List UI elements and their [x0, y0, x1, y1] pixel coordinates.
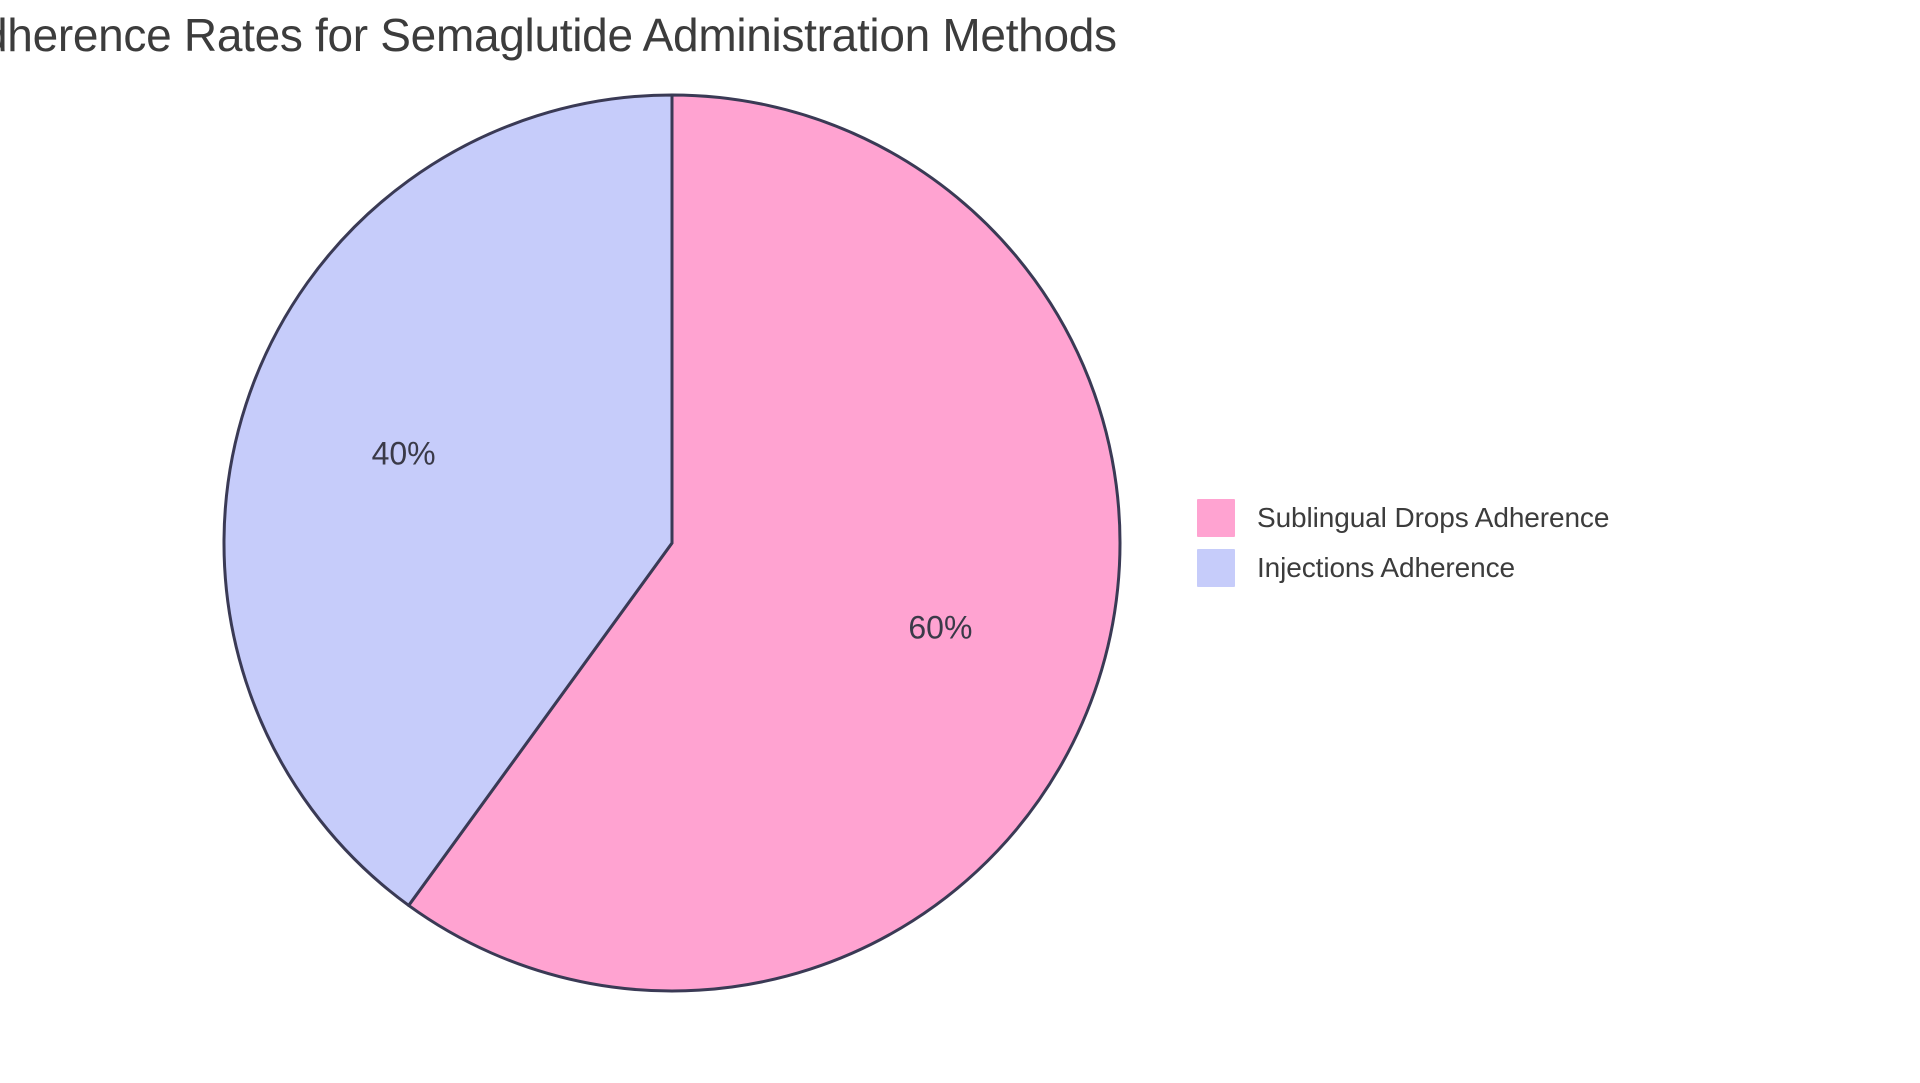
- legend-item-sublingual-drops-adherence[interactable]: Sublingual Drops Adherence: [1197, 493, 1609, 543]
- legend-swatch-icon: [1197, 549, 1235, 587]
- chart-legend: Sublingual Drops Adherence Injections Ad…: [1197, 493, 1609, 593]
- pie-slices-group: [222, 93, 1122, 993]
- chart-title: dherence Rates for Semaglutide Administr…: [0, 9, 1117, 61]
- pie-slice-labels-group: 60% 40%: [372, 435, 973, 645]
- legend-item-label: Sublingual Drops Adherence: [1257, 502, 1610, 533]
- pie-slice[interactable]: [407, 93, 1122, 993]
- legend-item-injections-adherence[interactable]: Injections Adherence: [1197, 543, 1609, 593]
- pie-slice-value-label: 40%: [372, 435, 436, 471]
- pie-slice[interactable]: [222, 93, 674, 907]
- pie-slice-value-label: 60%: [908, 610, 972, 646]
- legend-item-label: Injections Adherence: [1257, 552, 1515, 583]
- legend-swatch-icon: [1197, 499, 1235, 537]
